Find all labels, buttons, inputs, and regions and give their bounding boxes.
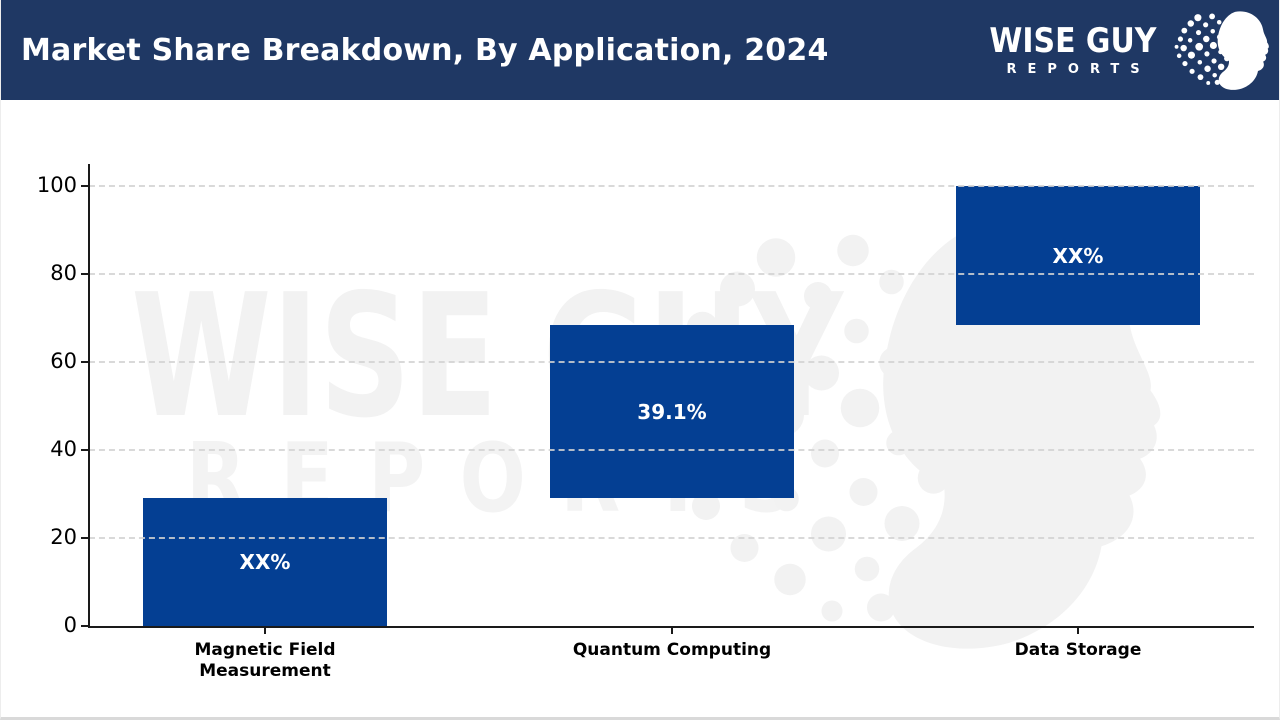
gridline-80 [89,273,1254,275]
bar-quantum-computing [550,325,794,498]
x-category-label-line: Data Storage [1014,640,1142,660]
header-bar: Market Share Breakdown, By Application, … [1,0,1279,100]
y-tick-20 [81,537,89,539]
x-category-label: Data Storage [918,640,1238,661]
bar-value-label: XX% [239,549,291,574]
x-category-label-line: Magnetic Field [194,640,336,660]
page-title: Market Share Breakdown, By Application, … [21,32,829,68]
x-category-label-line: Quantum Computing [572,640,772,660]
x-category-label: Quantum Computing [512,640,832,661]
brand-logo: WISE GUY REPORTS [978,8,1269,92]
y-tick-80 [81,273,89,275]
y-axis-spine [88,164,90,628]
y-tick-60 [81,361,89,363]
brand-logo-text: WISE GUY REPORTS [978,24,1168,76]
bar-magnetic-field-measurement [143,497,387,626]
gridline-40 [89,449,1254,451]
gridline-60 [89,361,1254,363]
y-tick-label-80: 80 [50,261,77,285]
y-tick-label-40: 40 [50,437,77,461]
x-tick-2 [1077,626,1079,634]
bar-value-label: XX% [1052,243,1104,268]
bar-data-storage [956,186,1200,326]
y-tick-label-20: 20 [50,525,77,549]
y-tick-label-100: 100 [36,173,77,197]
x-tick-0 [264,626,266,634]
brand-wordmark: WISE GUY [989,21,1157,61]
brand-face-icon [1174,11,1269,90]
gridline-20 [89,537,1254,539]
x-tick-1 [671,626,673,634]
bar-value-label: 39.1% [637,399,707,424]
brand-subtitle: REPORTS [1006,62,1151,77]
y-tick-40 [81,449,89,451]
gridline-100 [89,185,1254,187]
y-tick-0 [81,625,89,627]
y-tick-100 [81,185,89,187]
y-tick-label-60: 60 [50,349,77,373]
y-tick-label-0: 0 [63,613,77,637]
x-category-label-line: Measurement [199,661,331,681]
x-category-label: Magnetic Field Measurement [105,640,425,682]
